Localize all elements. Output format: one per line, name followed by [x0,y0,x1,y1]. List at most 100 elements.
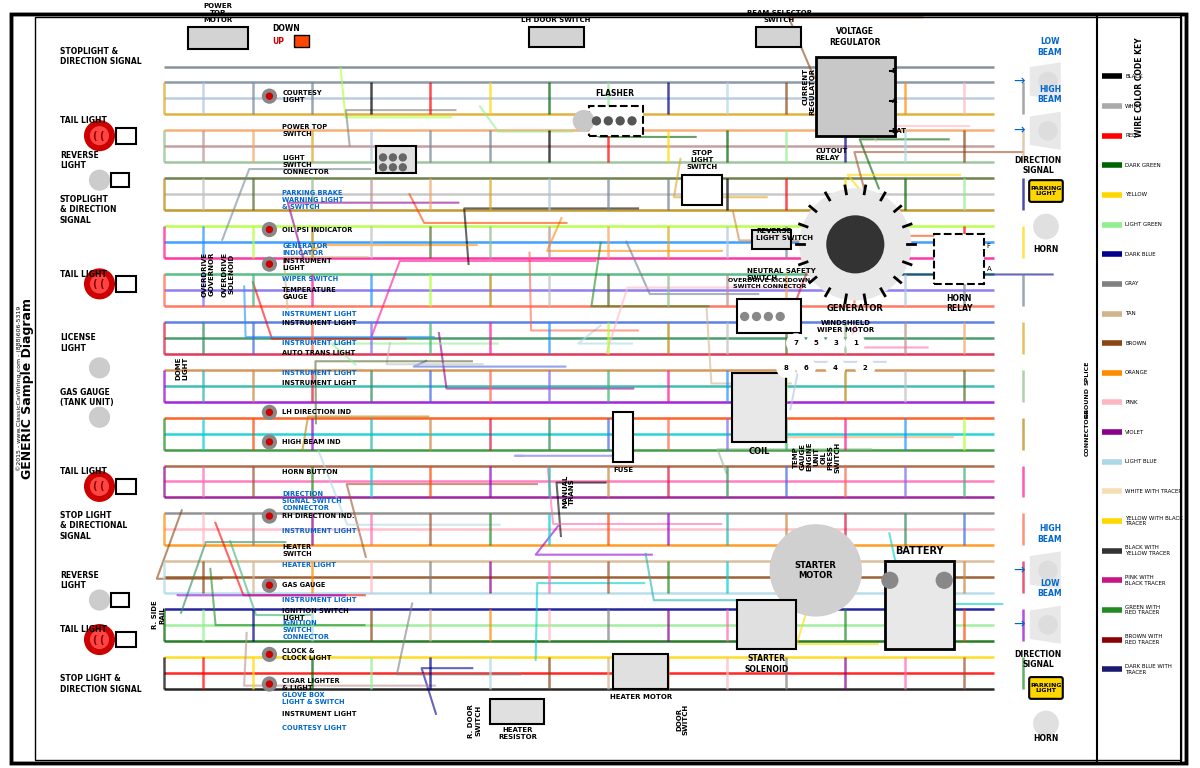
Circle shape [266,681,272,687]
Text: TEMP
GAUGE
ENGINE
UNIT: TEMP GAUGE ENGINE UNIT [792,442,820,472]
Circle shape [90,631,108,648]
Text: TAIL LIGHT: TAIL LIGHT [60,467,107,476]
Text: BROWN WITH
RED TRACER: BROWN WITH RED TRACER [1126,634,1163,645]
Text: POWER TOP
SWITCH: POWER TOP SWITCH [282,124,328,137]
Text: IGNITION
SWITCH
CONNECTOR: IGNITION SWITCH CONNECTOR [282,620,329,640]
Text: STOPLIGHT
& DIRECTION
SIGNAL: STOPLIGHT & DIRECTION SIGNAL [60,195,116,225]
Text: HEATER LIGHT: HEATER LIGHT [282,562,336,568]
Circle shape [379,154,386,161]
Text: DOWN: DOWN [272,25,300,34]
Bar [116,631,136,647]
Bar [737,299,800,333]
Text: (: ( [92,279,97,289]
Text: STOP
LIGHT
SWITCH: STOP LIGHT SWITCH [686,151,718,170]
Text: DIRECTION
SIGNAL: DIRECTION SIGNAL [1014,156,1062,175]
Text: HEATER
RESISTOR: HEATER RESISTOR [498,727,536,740]
Text: (: ( [92,634,97,644]
Text: ORANGE: ORANGE [1126,370,1148,376]
Circle shape [846,334,864,352]
Text: TAN: TAN [1126,311,1135,316]
Text: (: ( [92,131,97,141]
Text: 1: 1 [853,340,858,346]
Circle shape [266,93,272,99]
Text: (: ( [100,634,103,644]
Text: PARKING
LIGHT: PARKING LIGHT [1031,683,1062,694]
Text: CIGAR LIGHTER
& LIGHT: CIGAR LIGHTER & LIGHT [282,677,340,690]
Polygon shape [1031,607,1060,642]
Text: RH DIRECTION IND.: RH DIRECTION IND. [282,513,355,519]
Circle shape [617,117,624,125]
Circle shape [390,154,396,161]
Text: PINK: PINK [1126,400,1138,405]
Text: DOME
LIGHT: DOME LIGHT [175,356,188,379]
Circle shape [85,472,114,502]
Text: PARKING BRAKE
WARNING LIGHT
& SWITCH: PARKING BRAKE WARNING LIGHT & SWITCH [282,190,343,210]
Text: R. SIDE
RAIL: R. SIDE RAIL [152,601,166,629]
Circle shape [266,513,272,519]
Text: INSTRUMENT
LIGHT: INSTRUMENT LIGHT [282,257,332,270]
Text: STARTER
MOTOR: STARTER MOTOR [794,561,836,580]
Text: HEATER MOTOR: HEATER MOTOR [610,694,672,700]
Text: AUTO TRANS LIGHT: AUTO TRANS LIGHT [282,350,355,356]
Text: LIGHT GREEN: LIGHT GREEN [1126,222,1162,227]
Text: CURRENT
REGULATOR: CURRENT REGULATOR [803,68,816,114]
Text: OVERDRIVE KICKDOWN
SWITCH CONNECTOR: OVERDRIVE KICKDOWN SWITCH CONNECTOR [728,278,810,289]
Text: VOLTAGE
REGULATOR: VOLTAGE REGULATOR [829,28,881,47]
Circle shape [90,275,108,293]
Bar [683,175,722,205]
Text: 7: 7 [793,340,798,346]
Text: →: → [1014,617,1025,632]
Text: LOW
BEAM: LOW BEAM [1038,37,1062,57]
Text: TEMPERATURE
GAUGE: TEMPERATURE GAUGE [282,287,337,300]
Bar [116,127,136,144]
Circle shape [827,359,845,377]
Circle shape [90,478,108,495]
Bar [737,600,796,650]
Bar [490,699,544,723]
Text: F: F [986,243,991,250]
Text: INSTRUMENT LIGHT: INSTRUMENT LIGHT [282,379,356,386]
Text: DARK BLUE: DARK BLUE [1126,252,1156,257]
Circle shape [263,406,276,419]
Text: WHITE: WHITE [1126,104,1142,108]
Circle shape [263,223,276,237]
Circle shape [400,154,407,161]
Text: BLACK: BLACK [1126,74,1142,79]
Circle shape [797,359,815,377]
Text: LIGHT
SWITCH
CONNECTOR: LIGHT SWITCH CONNECTOR [282,155,329,175]
Text: COIL: COIL [749,447,770,456]
Text: STOP LIGHT
& DIRECTIONAL
SIGNAL: STOP LIGHT & DIRECTIONAL SIGNAL [60,511,127,541]
Circle shape [266,651,272,657]
Text: DARK GREEN: DARK GREEN [1126,163,1160,168]
Circle shape [752,313,761,320]
Text: GENERATOR: GENERATOR [827,303,883,313]
Text: TAIL LIGHT: TAIL LIGHT [60,117,107,125]
Text: BAT: BAT [892,127,907,134]
Circle shape [605,117,612,125]
Circle shape [882,572,898,588]
Text: SPLICE: SPLICE [1085,361,1090,385]
Text: WIPER SWITCH: WIPER SWITCH [282,276,338,282]
Polygon shape [1031,553,1060,588]
Circle shape [263,89,276,103]
Circle shape [787,334,805,352]
Circle shape [764,313,773,320]
Text: GAS GAUGE: GAS GAUGE [282,582,325,588]
Circle shape [390,164,396,170]
Circle shape [266,261,272,267]
Text: MANUAL
TRANS: MANUAL TRANS [563,475,575,508]
Text: CLOCK &
CLOCK LIGHT: CLOCK & CLOCK LIGHT [282,648,331,661]
Circle shape [828,217,883,272]
Text: REVERSE
LIGHT: REVERSE LIGHT [60,151,98,170]
Text: OVERDRIVE
SOLENOID: OVERDRIVE SOLENOID [222,251,234,296]
Text: HEATER
SWITCH: HEATER SWITCH [282,545,312,557]
Text: CUTOUT
RELAY: CUTOUT RELAY [816,147,848,161]
Circle shape [1034,215,1058,238]
Circle shape [574,111,594,131]
Text: F: F [892,68,896,74]
Text: WIRE COLOR CODE KEY: WIRE COLOR CODE KEY [1135,37,1144,137]
Text: GAS GAUGE
(TANK UNIT): GAS GAUGE (TANK UNIT) [60,388,114,407]
Bar [294,35,308,47]
Circle shape [266,439,272,445]
Bar [116,478,136,495]
